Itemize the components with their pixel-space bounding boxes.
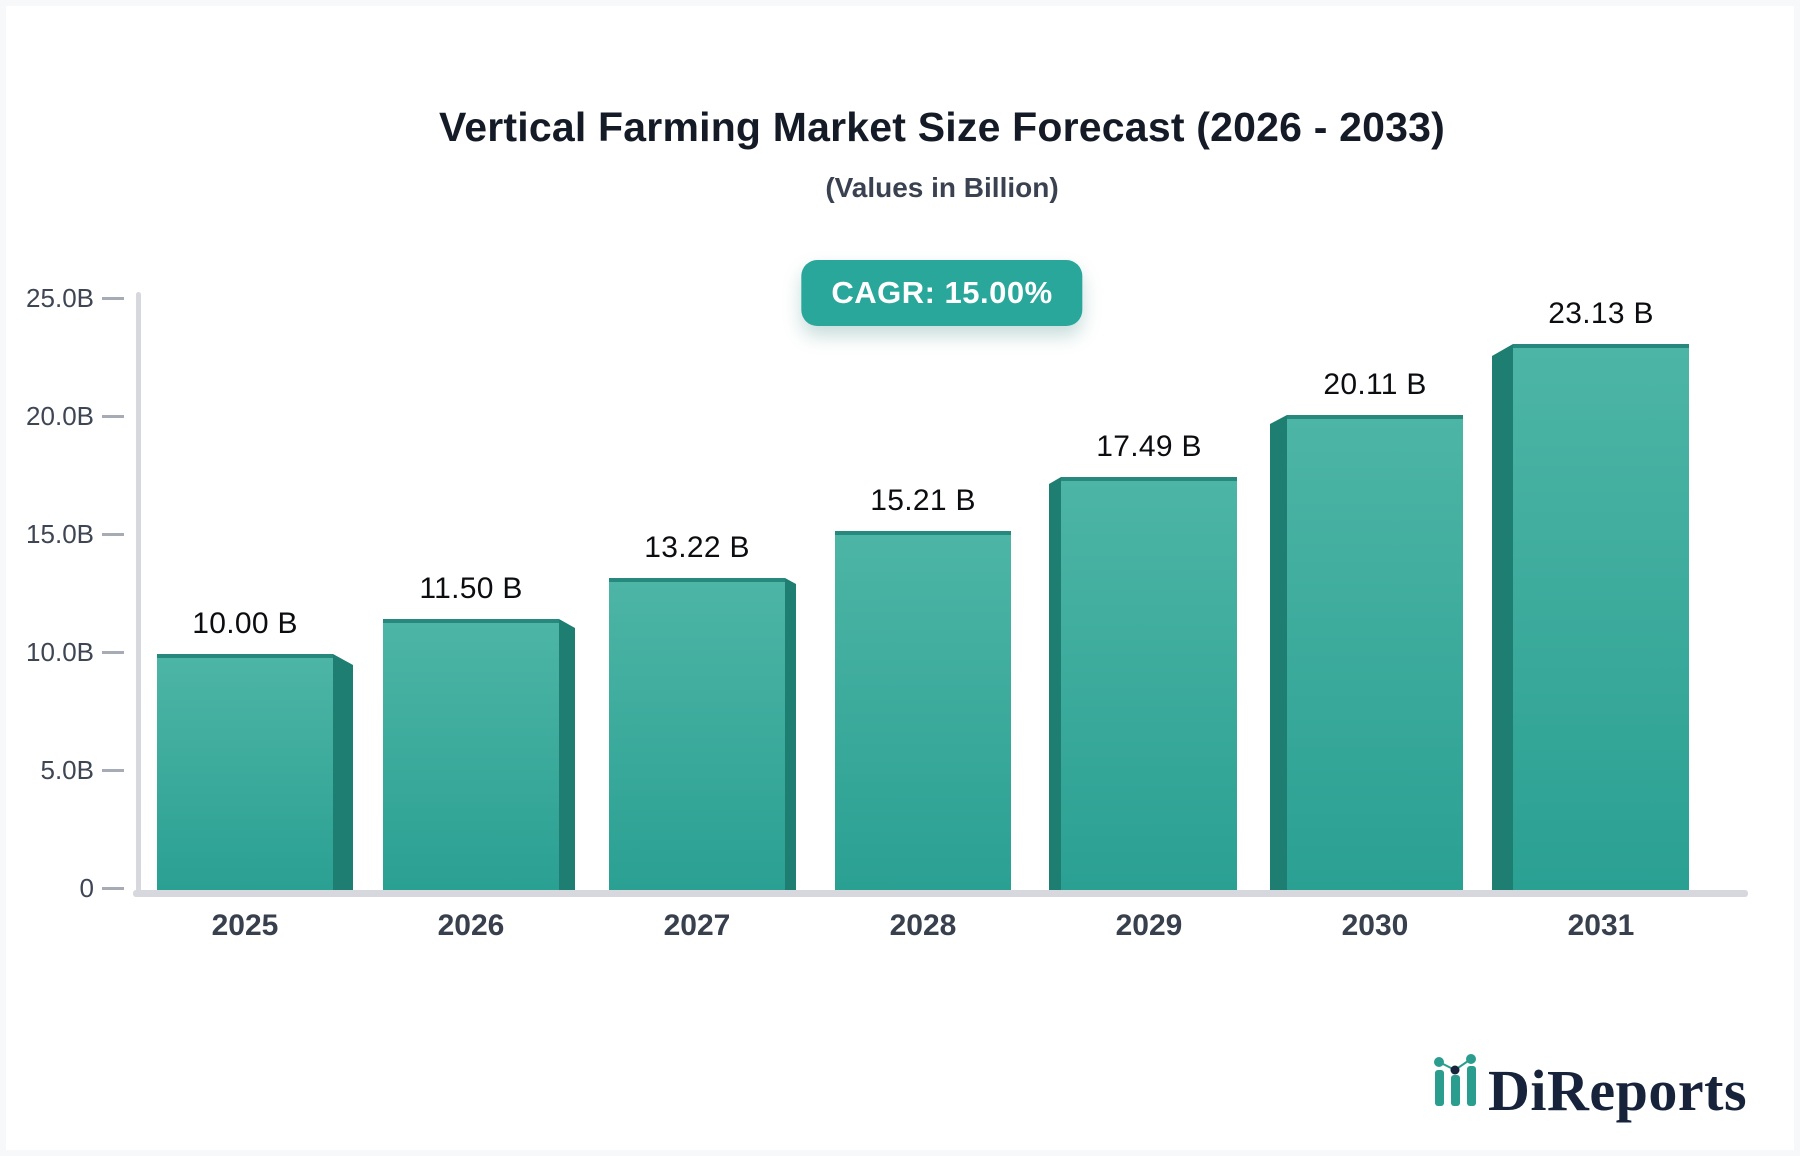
bar-side-face [333, 654, 353, 890]
direports-logo: DiReports [1434, 1042, 1747, 1120]
bar-value-label: 15.21 B [870, 484, 976, 517]
bar-side-face [1270, 415, 1287, 890]
bar-value-label: 23.13 B [1548, 297, 1654, 330]
y-tick-mark [102, 887, 124, 890]
y-tick-mark [102, 769, 124, 772]
bar-side-face [559, 619, 575, 890]
bar-value-label: 13.22 B [644, 531, 750, 564]
x-axis-line [133, 890, 1748, 897]
bar-value-label: 11.50 B [419, 572, 523, 605]
y-axis-label: 15.0B [26, 519, 94, 549]
bar [1287, 415, 1463, 890]
bar-value-label: 10.00 B [192, 607, 298, 640]
bar [383, 619, 559, 890]
x-axis-label: 2028 [889, 909, 957, 942]
y-axis-label: 0 [79, 873, 94, 903]
y-tick-mark [102, 651, 124, 654]
y-tick-mark [102, 297, 124, 300]
y-axis-label: 5.0B [40, 755, 95, 785]
bar-value-label: 20.11 B [1323, 368, 1427, 401]
bar [157, 654, 333, 890]
y-axis-label: 25.0B [26, 283, 94, 313]
bar-side-face [1049, 477, 1061, 890]
bar [835, 531, 1011, 890]
x-axis-label: 2030 [1341, 909, 1409, 942]
direports-logo-text: DiReports [1488, 1058, 1748, 1123]
bar-side-face [785, 578, 796, 890]
chart-title: Vertical Farming Market Size Forecast (2… [438, 104, 1446, 150]
x-axis-label: 2025 [211, 909, 279, 942]
y-axis-line [136, 292, 141, 897]
x-axis-label: 2031 [1567, 909, 1635, 942]
y-tick-mark [102, 415, 124, 418]
bar-side-face [1492, 344, 1513, 890]
bar [1513, 344, 1689, 890]
y-tick-mark [102, 533, 124, 536]
x-axis-label: 2026 [437, 909, 505, 942]
bar [1061, 477, 1237, 890]
y-axis-label: 10.0B [26, 637, 94, 667]
bar [609, 578, 785, 890]
direports-logo-icon [1434, 1054, 1476, 1106]
x-axis-label: 2029 [1115, 909, 1183, 942]
cagr-badge: CAGR: 15.00% [801, 260, 1083, 326]
chart-subtitle: (Values in Billion) [825, 172, 1059, 203]
x-axis-label: 2027 [663, 909, 731, 942]
y-axis-label: 20.0B [26, 401, 94, 431]
bar-value-label: 17.49 B [1096, 430, 1202, 463]
